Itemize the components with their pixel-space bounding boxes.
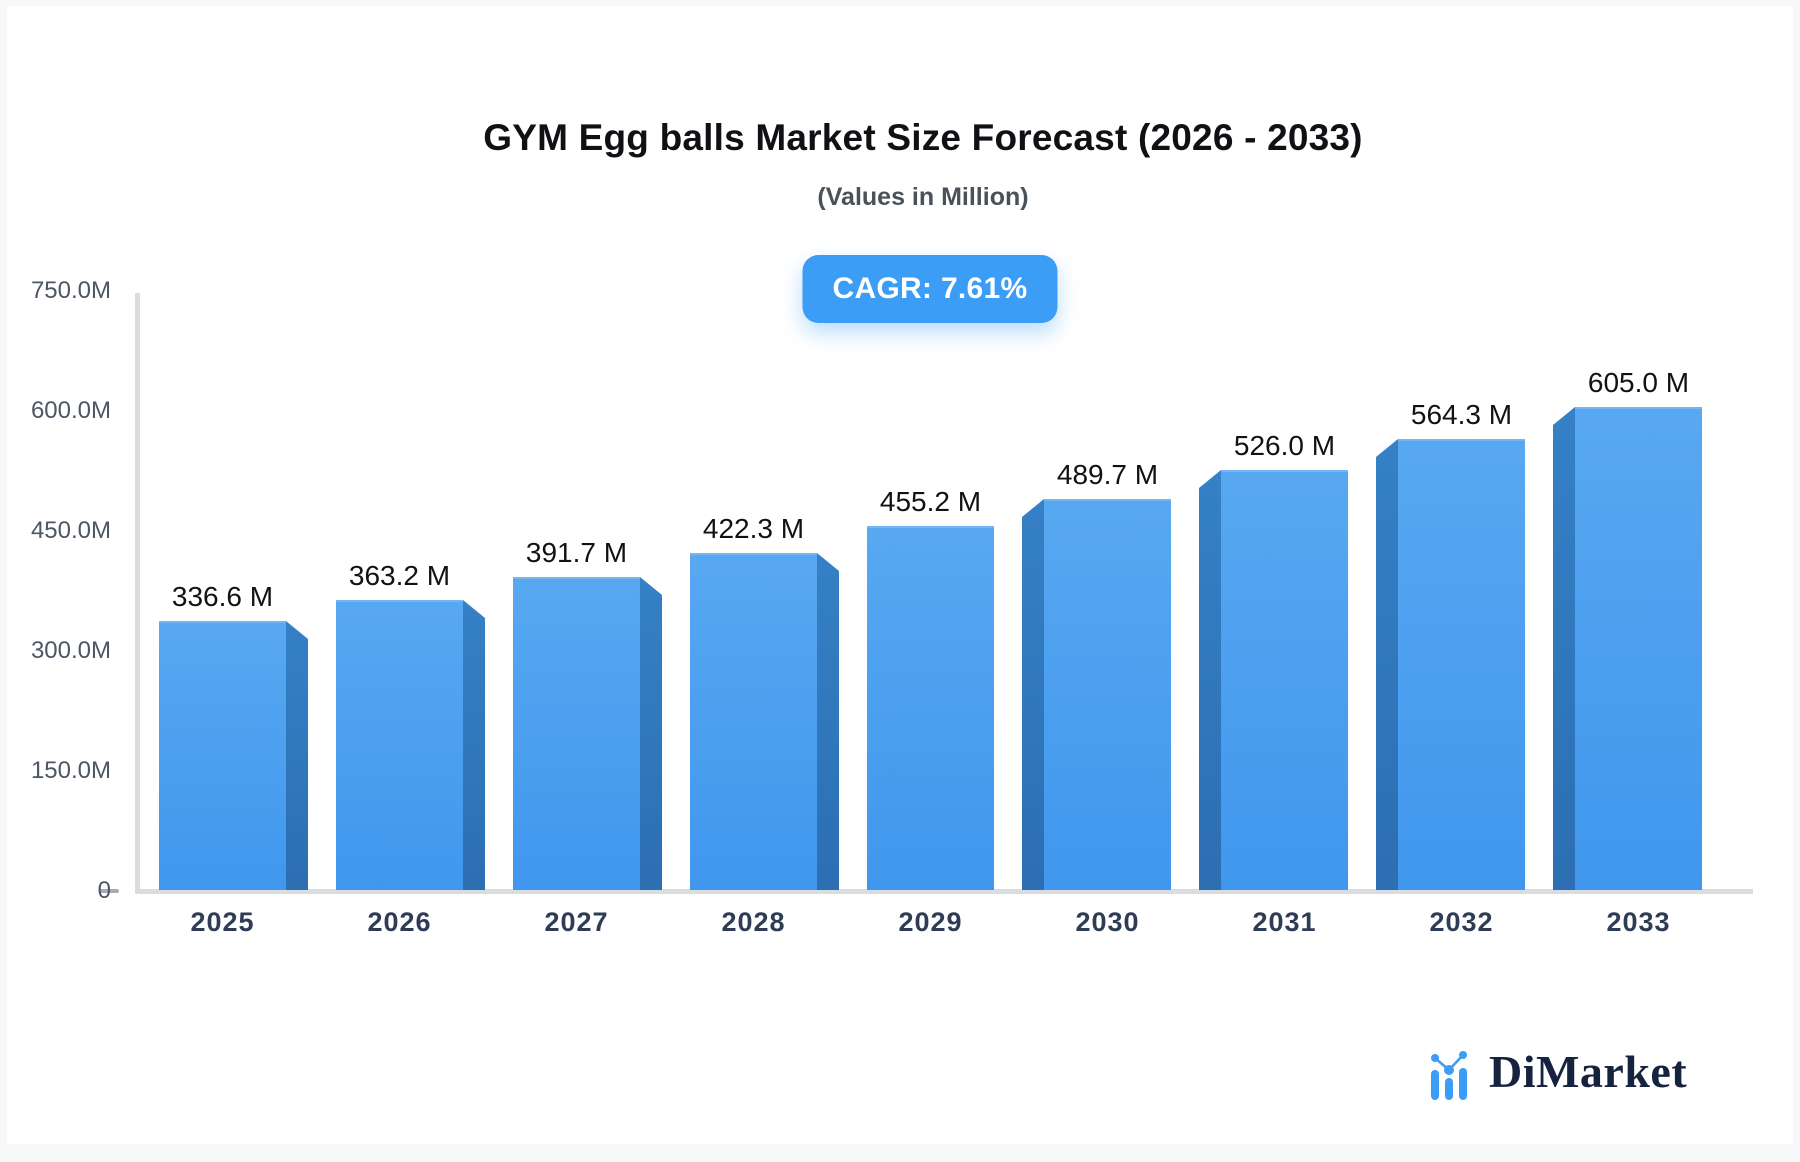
x-axis-label-2033: 2033 bbox=[1606, 907, 1671, 937]
bar-value-label: 455.2 M bbox=[879, 486, 982, 517]
bar-value-label: 422.3 M bbox=[702, 513, 805, 544]
bar-3d-side bbox=[1553, 407, 1575, 890]
y-axis-tick-label: 150.0M bbox=[30, 757, 111, 784]
bar-2033 bbox=[1575, 407, 1702, 890]
chart-card: GYM Egg balls Market Size Forecast (2026… bbox=[7, 6, 1793, 1144]
chart-subtitle: (Values in Million) bbox=[817, 183, 1029, 211]
y-axis-tick-label: 0 bbox=[97, 877, 111, 904]
bar-3d-side bbox=[640, 577, 662, 890]
bar-value-label: 391.7 M bbox=[525, 537, 628, 568]
bar-3d-side bbox=[817, 553, 839, 890]
bar-3d-side bbox=[1022, 499, 1044, 890]
x-axis-label-2026: 2026 bbox=[367, 907, 432, 937]
bar-2032 bbox=[1398, 439, 1525, 890]
y-axis-tick-label: 600.0M bbox=[30, 397, 111, 424]
bar-value-label: 526.0 M bbox=[1233, 430, 1336, 461]
x-axis-line bbox=[135, 889, 1753, 894]
y-axis-line bbox=[135, 293, 140, 894]
bar-3d-side bbox=[1376, 439, 1398, 890]
dimarket-logo: DiMarket bbox=[1431, 1046, 1687, 1100]
chart-title: GYM Egg balls Market Size Forecast (2026… bbox=[483, 117, 1363, 158]
bar-2030 bbox=[1044, 499, 1171, 890]
bar-2031 bbox=[1221, 470, 1348, 890]
bar-2029 bbox=[867, 526, 994, 890]
bar-3d-side bbox=[286, 621, 308, 890]
bar-2028 bbox=[690, 553, 817, 890]
bar-chart-plot: 750.0M 600.0M 450.0M 300.0M 150.0M 0 336.6 M 20… bbox=[7, 6, 1800, 1162]
x-axis-label-2031: 2031 bbox=[1252, 907, 1317, 937]
x-axis-label-2032: 2032 bbox=[1429, 907, 1494, 937]
x-axis-label-2030: 2030 bbox=[1075, 907, 1140, 937]
y-axis-tick-label: 450.0M bbox=[30, 517, 111, 544]
bar-value-label: 489.7 M bbox=[1056, 459, 1159, 490]
y-axis-tick-label: 300.0M bbox=[30, 637, 111, 664]
x-axis-label-2029: 2029 bbox=[898, 907, 963, 937]
chart-header: GYM Egg balls Market Size Forecast (2026… bbox=[7, 6, 1793, 211]
bar-2027 bbox=[513, 577, 640, 890]
bar-value-label: 564.3 M bbox=[1410, 399, 1513, 430]
bar-value-label: 336.6 M bbox=[171, 581, 274, 612]
bar-2025 bbox=[159, 621, 286, 890]
bar-line-chart-icon bbox=[1431, 1051, 1467, 1100]
cagr-badge: CAGR: 7.61% bbox=[802, 255, 1058, 323]
y-axis-tick-label: 750.0M bbox=[30, 277, 111, 304]
x-axis-label-2028: 2028 bbox=[721, 907, 786, 937]
bar-3d-side bbox=[463, 600, 485, 890]
bar-value-label: 363.2 M bbox=[348, 560, 451, 591]
x-axis-label-2025: 2025 bbox=[190, 907, 255, 937]
dimarket-logo-text: DiMarket bbox=[1489, 1046, 1688, 1097]
bar-value-label: 605.0 M bbox=[1587, 367, 1690, 398]
bar-2026 bbox=[336, 600, 463, 890]
bar-3d-side bbox=[1199, 470, 1221, 890]
x-axis-label-2027: 2027 bbox=[544, 907, 609, 937]
zero-tick-mark bbox=[99, 889, 119, 893]
